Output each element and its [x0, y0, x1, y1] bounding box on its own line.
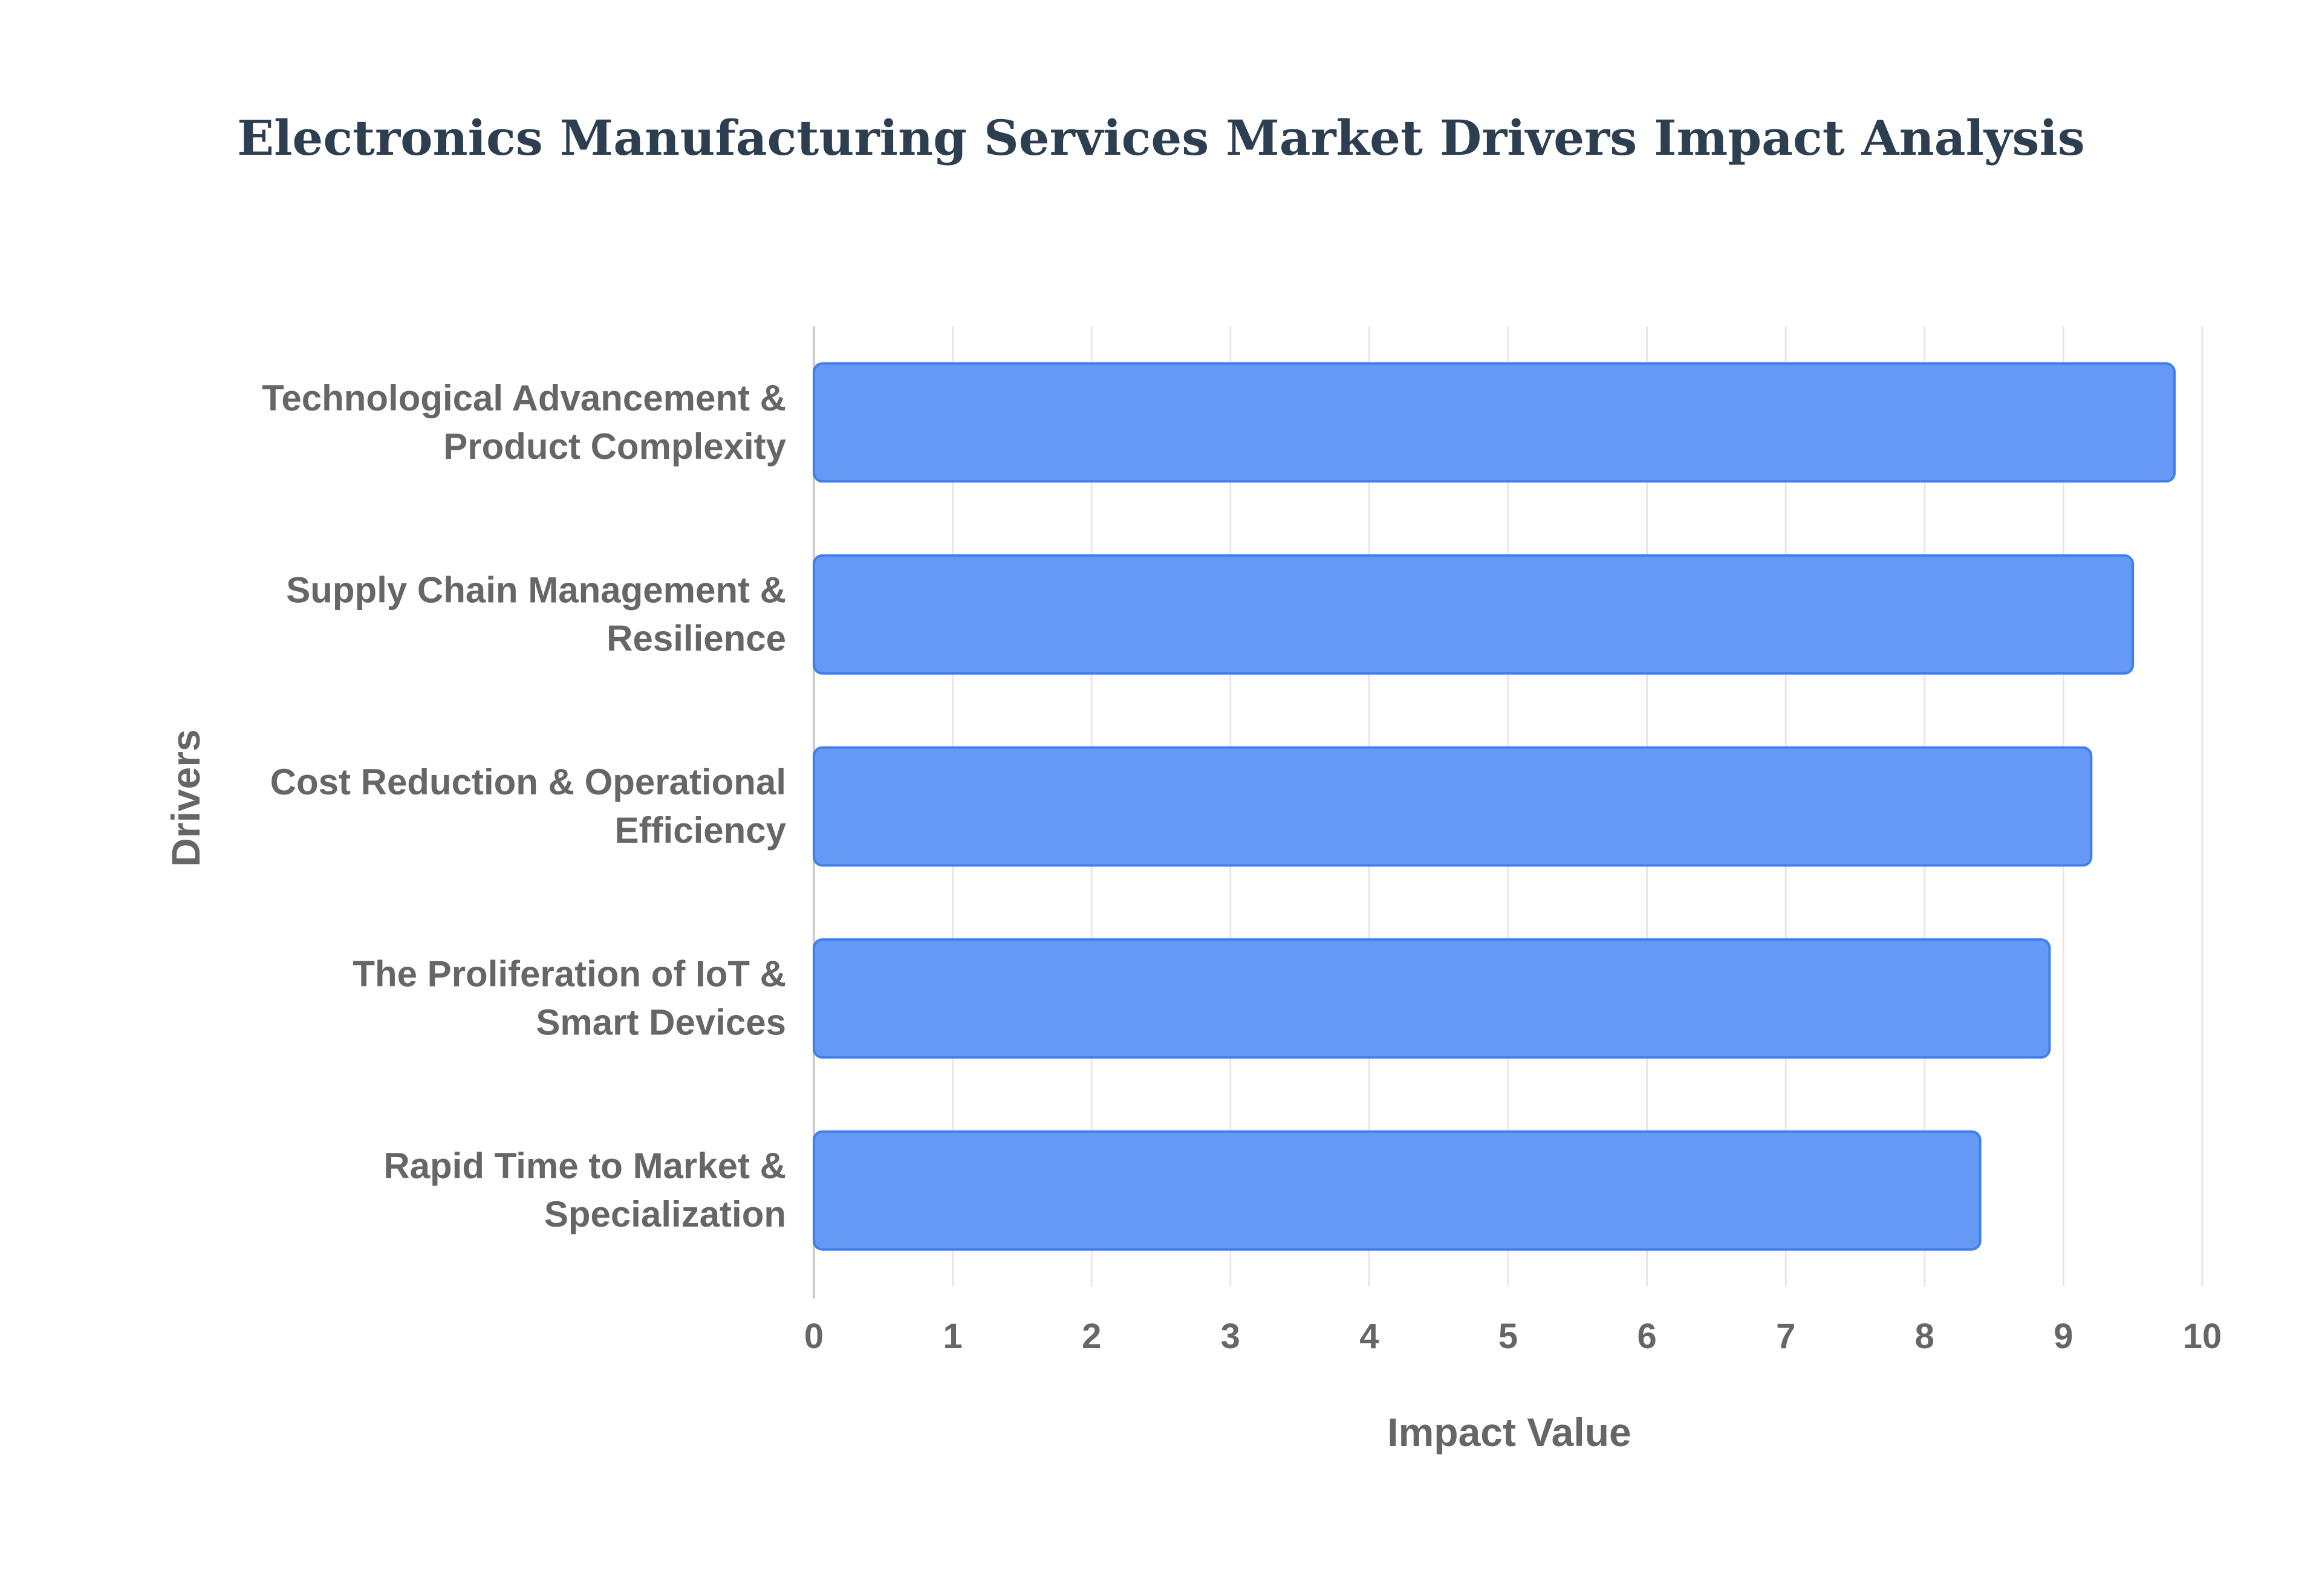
category-label: Smart Devices	[536, 1002, 786, 1043]
chart-title: Electronics Manufacturing Services Marke…	[237, 109, 2085, 166]
x-tick-label: 6	[1637, 1317, 1656, 1356]
category-label: Cost Reduction & Operational	[270, 762, 786, 802]
bar[interactable]	[813, 746, 2093, 867]
x-axis-title: Impact Value	[1387, 1410, 1631, 1455]
x-tick-label: 5	[1498, 1317, 1518, 1356]
category-label: Specialization	[544, 1194, 786, 1234]
category-label: Supply Chain Management &	[286, 569, 786, 610]
category-label: Product Complexity	[443, 426, 786, 467]
x-tick-labels: 0 1 2 3 4 5 6 7 8 9 10	[804, 1317, 2222, 1356]
x-tick-label: 4	[1359, 1317, 1379, 1356]
x-tick-label: 1	[943, 1317, 962, 1356]
category-label: Technological Advancement &	[262, 378, 786, 418]
bars-layer	[813, 362, 2176, 1251]
x-tick-label: 9	[2054, 1317, 2073, 1356]
x-tick-label: 10	[2183, 1317, 2222, 1356]
x-tick-label: 7	[1776, 1317, 1795, 1356]
category-labels: Technological Advancement & Product Compl…	[262, 378, 786, 1234]
bar[interactable]	[813, 1130, 1982, 1251]
category-label: Efficiency	[615, 810, 787, 851]
x-tick-label: 0	[804, 1317, 824, 1356]
category-label: Rapid Time to Market &	[383, 1146, 786, 1186]
x-tick-label: 3	[1221, 1317, 1240, 1356]
bar[interactable]	[813, 938, 2051, 1059]
x-tick-label: 2	[1082, 1317, 1101, 1356]
category-label: The Proliferation of IoT &	[353, 954, 786, 994]
bar[interactable]	[813, 554, 2135, 675]
x-tick-label: 8	[1915, 1317, 1934, 1356]
bar[interactable]	[813, 362, 2176, 483]
y-axis-title: Drivers	[163, 729, 208, 867]
category-label: Resilience	[607, 618, 786, 658]
